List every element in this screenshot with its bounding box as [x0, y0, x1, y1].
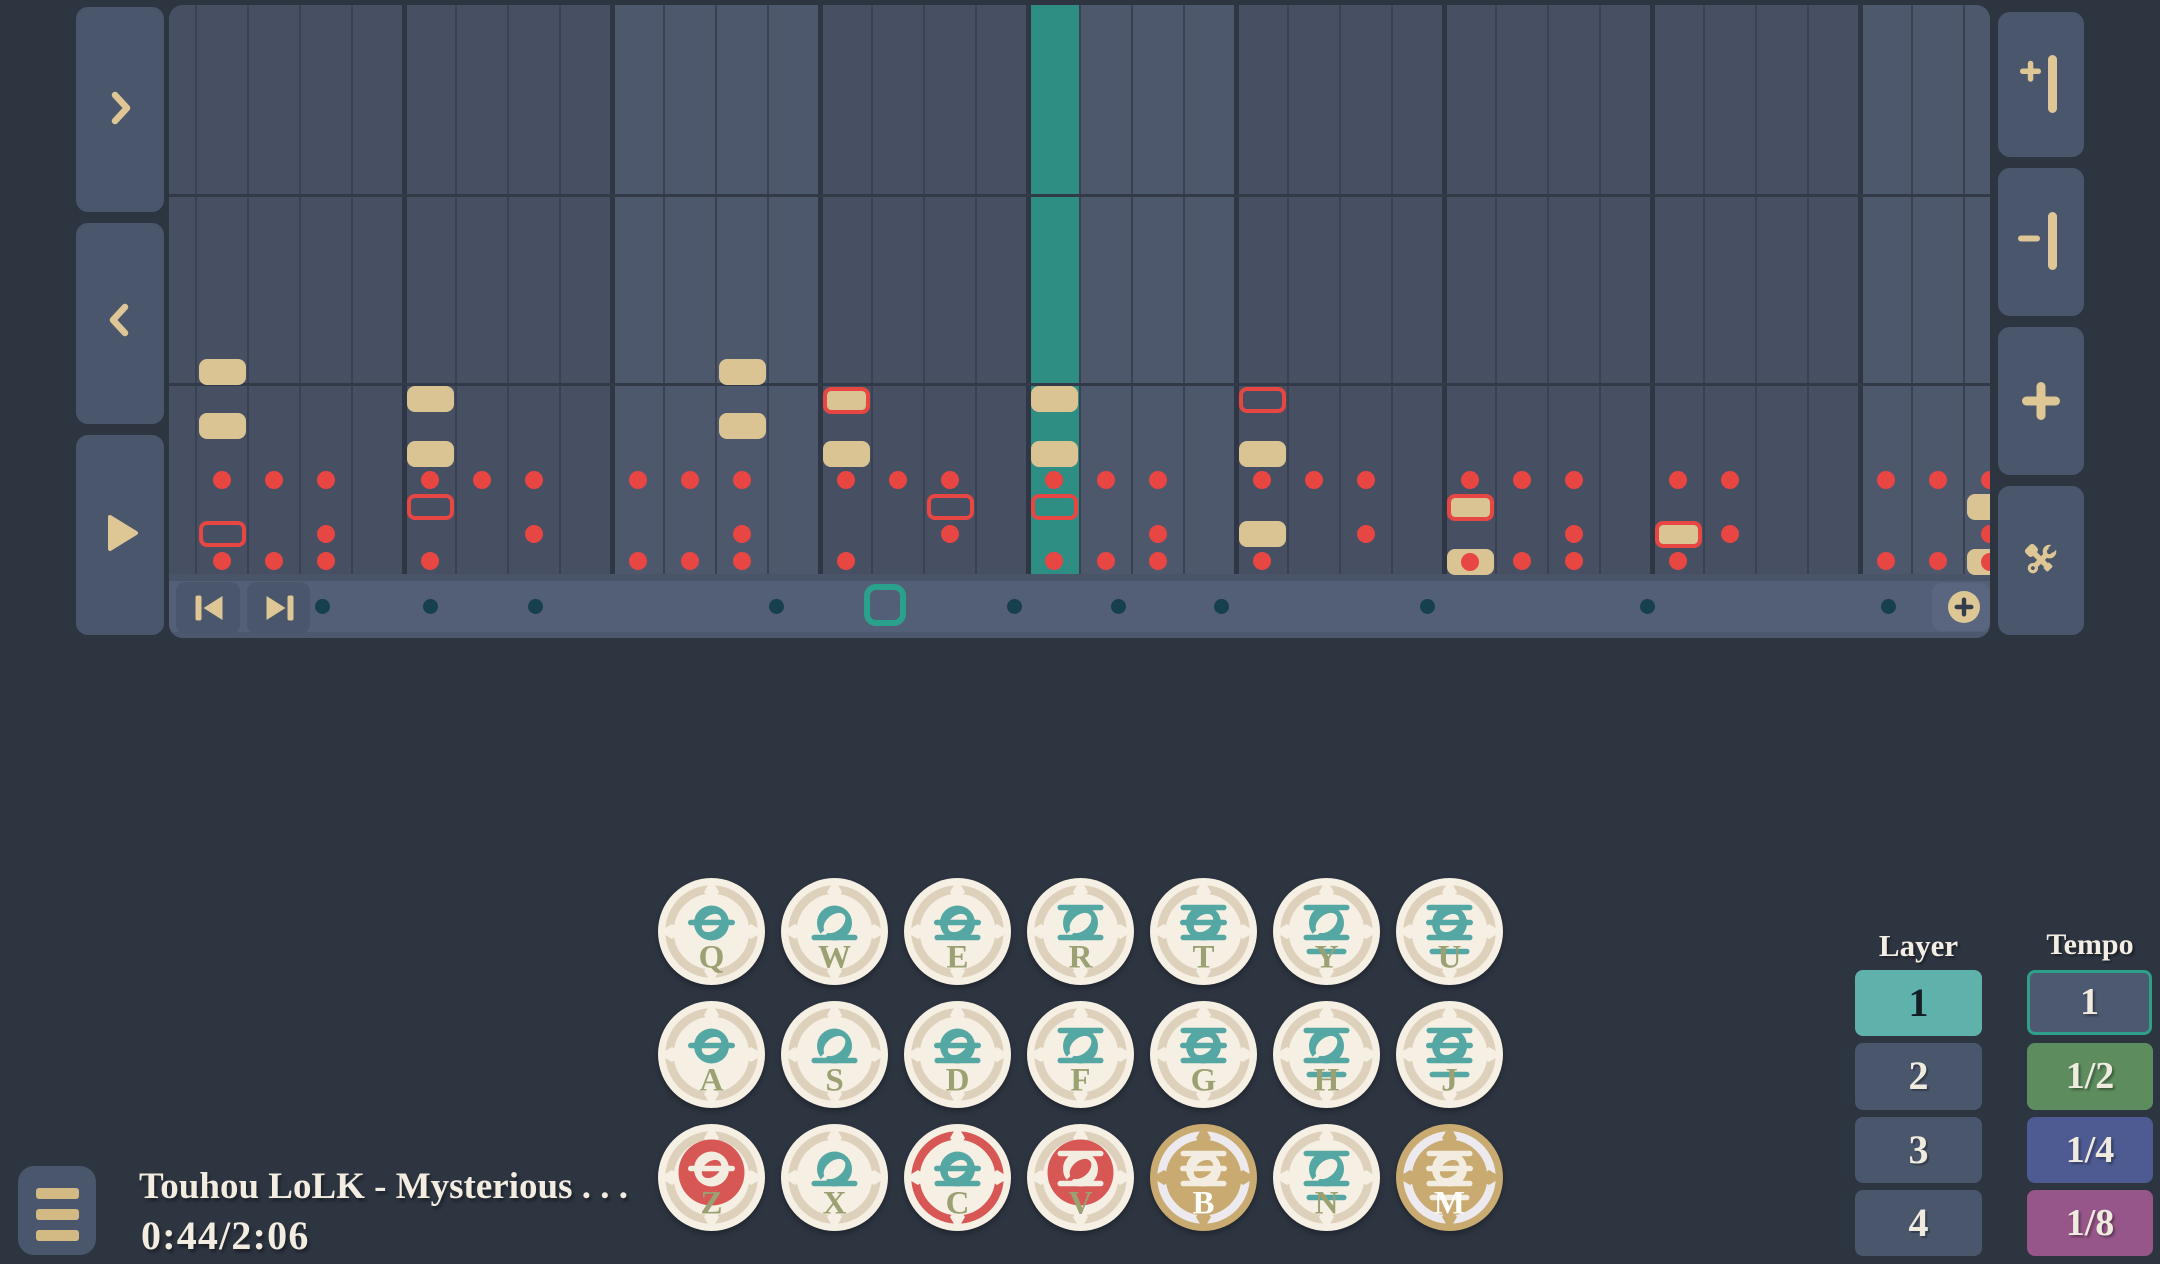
svg-text:X: X: [822, 1185, 846, 1221]
svg-text:U: U: [1437, 939, 1461, 975]
svg-text:V: V: [1068, 1185, 1092, 1221]
svg-text:M: M: [1433, 1185, 1464, 1221]
svg-text:N: N: [1314, 1185, 1338, 1221]
svg-text:T: T: [1192, 939, 1214, 975]
svg-text:D: D: [945, 1062, 969, 1098]
svg-text:G: G: [1190, 1062, 1216, 1098]
svg-text:H: H: [1313, 1062, 1339, 1098]
svg-text:S: S: [825, 1062, 843, 1098]
svg-text:F: F: [1070, 1062, 1090, 1098]
svg-text:E: E: [946, 939, 968, 975]
svg-text:Z: Z: [700, 1185, 722, 1221]
svg-text:A: A: [699, 1062, 723, 1098]
svg-text:J: J: [1441, 1062, 1458, 1098]
svg-text:Q: Q: [698, 939, 724, 975]
svg-text:Y: Y: [1314, 939, 1338, 975]
svg-text:W: W: [818, 939, 851, 975]
svg-text:R: R: [1068, 939, 1093, 975]
svg-text:B: B: [1192, 1185, 1214, 1221]
svg-text:C: C: [945, 1185, 969, 1221]
